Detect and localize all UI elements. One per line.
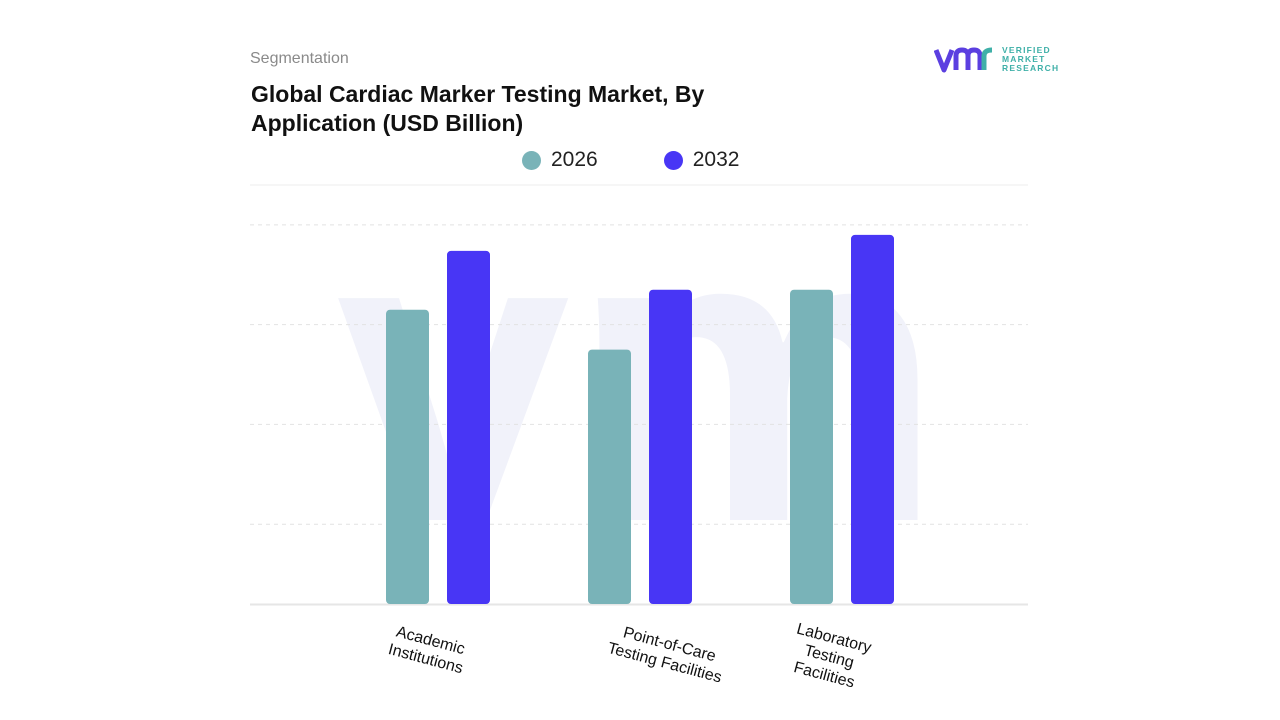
legend-label-2026: 2026 xyxy=(551,148,598,171)
logo-line-1: VERIFIED xyxy=(1002,44,1051,55)
bar-2026-3 xyxy=(790,289,833,604)
bar-2026-2 xyxy=(588,349,631,604)
chart-legend: 2026 2032 xyxy=(522,148,805,172)
vmr-logo-icon xyxy=(934,47,993,73)
bar-2026-1 xyxy=(386,309,429,604)
bar-2032-1 xyxy=(447,250,490,605)
logo-line-2: MARKET xyxy=(1002,53,1046,64)
segment-label: Segmentation xyxy=(250,50,349,67)
legend-dot-2032 xyxy=(663,150,683,170)
vmr-logo: VERIFIED MARKET RESEARCH xyxy=(934,44,1059,74)
legend-item-2026: 2026 xyxy=(522,148,598,172)
legend-label-2032: 2032 xyxy=(692,148,740,171)
bar-2032-2 xyxy=(649,289,692,604)
legend-dot-2026 xyxy=(522,150,541,170)
bar-2032-3 xyxy=(851,234,894,604)
chart-title: Global Cardiac Marker Testing Market, By… xyxy=(251,81,705,136)
legend-item-2032: 2032 xyxy=(663,148,740,172)
vmr-logo-text: VERIFIED MARKET RESEARCH xyxy=(1002,44,1060,73)
watermark: vm xyxy=(336,141,943,610)
logo-line-3: RESEARCH xyxy=(1002,62,1060,73)
